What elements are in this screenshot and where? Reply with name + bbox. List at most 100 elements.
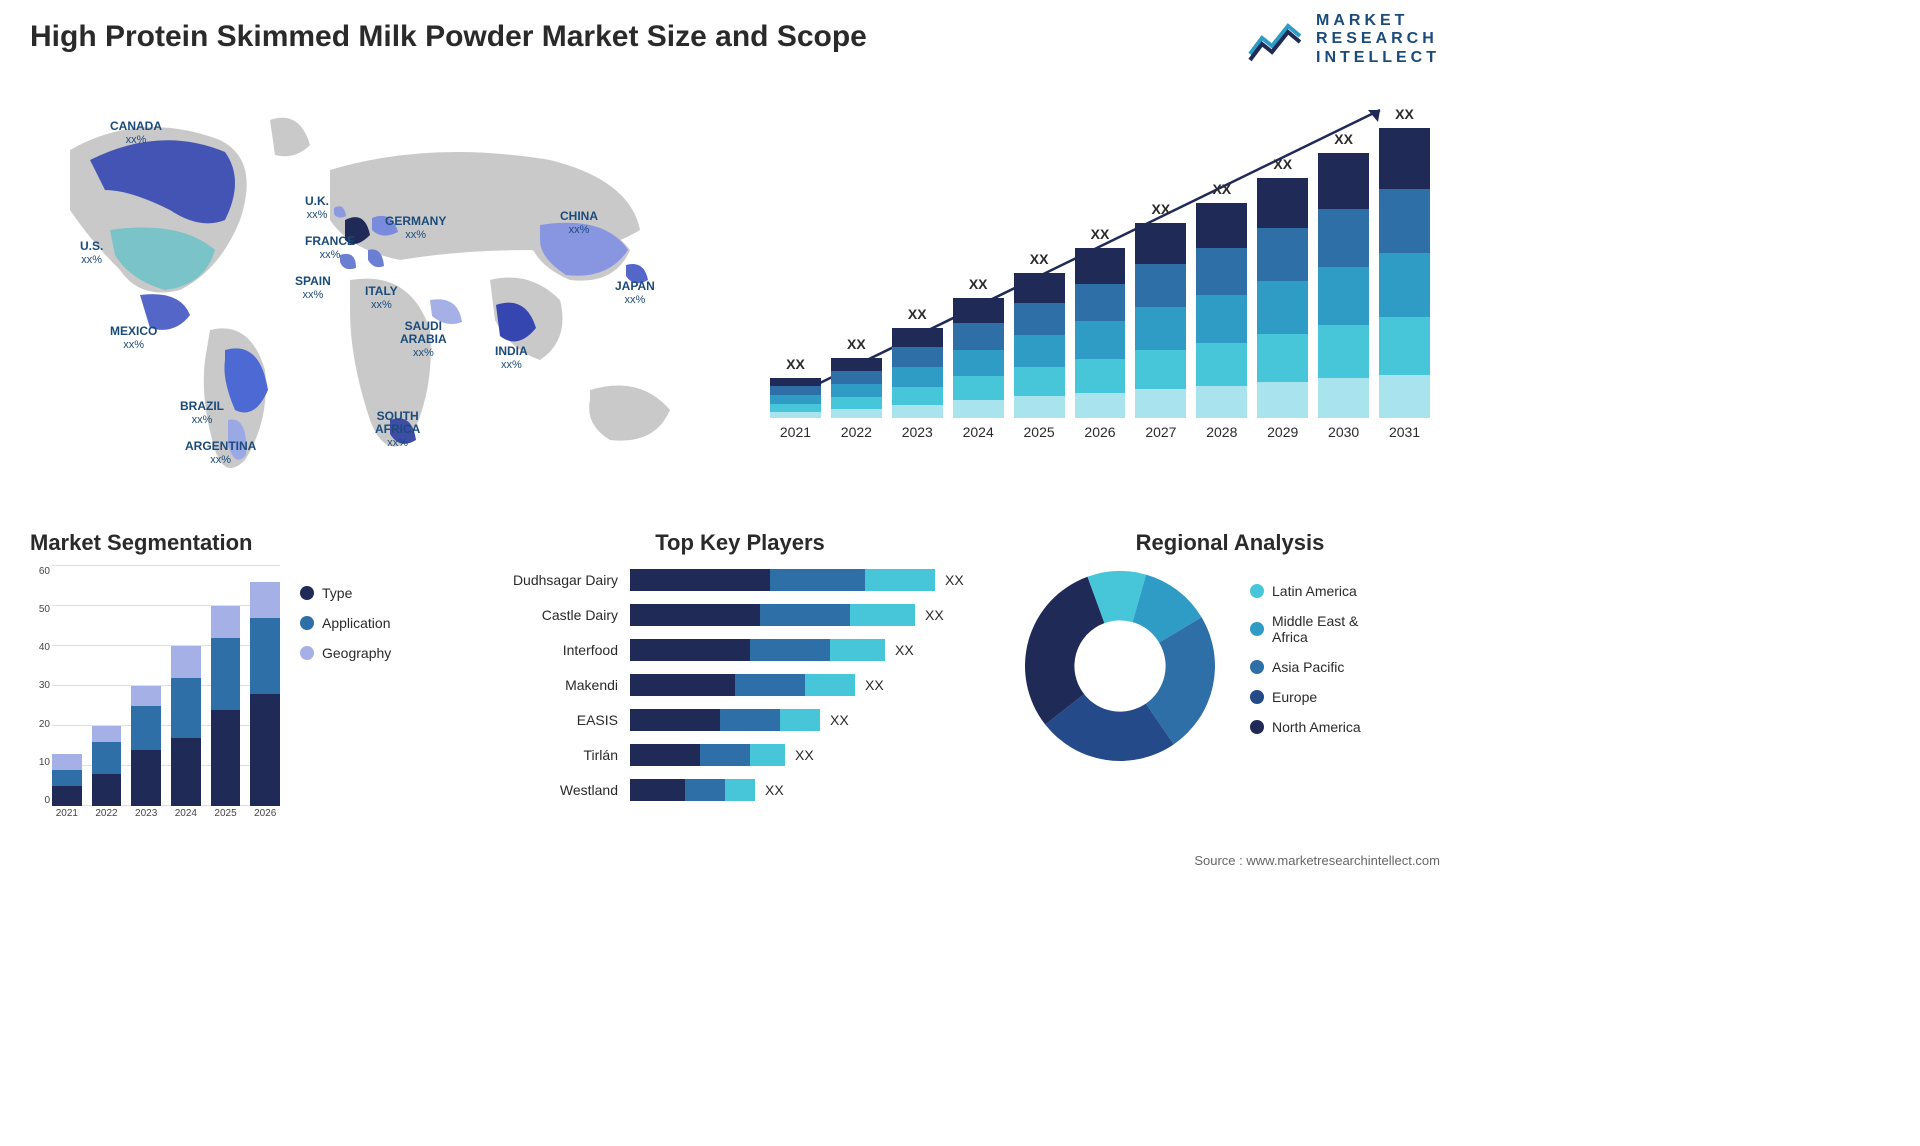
bar-segment [630,779,685,801]
key-players-title: Top Key Players [480,530,1000,556]
bar-segment [211,606,241,638]
player-row: MakendiXX [480,671,1000,699]
segmentation-panel: Market Segmentation 0102030405060 202120… [30,530,450,826]
x-axis-label: 2028 [1206,424,1237,440]
bar-segment [250,618,280,694]
x-axis-label: 2021 [780,424,811,440]
bar-segment [1318,267,1369,325]
bar-value-label: XX [1135,201,1186,217]
bar-segment [1135,350,1186,389]
bar-segment [750,744,785,766]
player-row: Dudhsagar DairyXX [480,566,1000,594]
segmentation-chart: 0102030405060 202120222023202420252026 [30,566,280,826]
map-label: U.K.xx% [305,195,329,221]
map-label: MEXICOxx% [110,325,157,351]
bar-segment [92,742,122,774]
player-name: EASIS [480,712,630,728]
legend-label: Asia Pacific [1272,659,1344,675]
map-label: CHINAxx% [560,210,598,236]
y-axis-tick: 20 [30,719,50,730]
x-axis-label: 2031 [1389,424,1420,440]
bar-segment [211,638,241,710]
bar-segment [1196,248,1247,295]
bar-segment [1135,264,1186,307]
legend-label: Geography [322,645,391,661]
bar-value-label: XX [770,356,821,372]
player-bar [630,744,785,766]
map-label: U.S.xx% [80,240,103,266]
bar-segment [1014,273,1065,303]
market-size-bar: XX2025 [1014,273,1065,440]
y-axis-tick: 40 [30,642,50,653]
bar-segment [131,750,161,806]
player-name: Westland [480,782,630,798]
segmentation-bar [52,754,82,806]
legend-item: Latin America [1250,583,1361,599]
bar-segment [52,770,82,786]
key-players-panel: Top Key Players Dudhsagar DairyXX Castle … [480,530,1000,811]
bar-segment [1014,396,1065,418]
market-size-chart: XX2021XX2022XX2023XX2024XX2025XX2026XX20… [760,90,1440,470]
bar-segment [1075,393,1126,419]
y-axis-tick: 30 [30,680,50,691]
bar-segment [630,604,760,626]
x-axis-label: 2024 [171,808,201,826]
bar-value-label: XX [1257,156,1308,172]
bar-value-label: XX [1196,181,1247,197]
bar-segment [831,409,882,418]
bar-segment [700,744,750,766]
player-bar [630,674,855,696]
bar-segment [892,347,943,367]
x-axis-label: 2025 [1024,424,1055,440]
bar-value-label: XX [953,276,1004,292]
player-bar [630,639,885,661]
bar-segment [735,674,805,696]
logo-mark-icon [1248,16,1308,64]
x-axis-label: 2026 [1084,424,1115,440]
bar-segment [830,639,885,661]
segmentation-legend: TypeApplicationGeography [300,585,391,675]
legend-item: North America [1250,719,1361,735]
brand-logo: MARKET RESEARCH INTELLECT [1248,12,1440,67]
bar-segment [131,686,161,706]
market-size-bar: XX2022 [831,358,882,440]
bar-segment [52,754,82,770]
player-value-label: XX [830,712,849,728]
bar-segment [720,709,780,731]
map-label: FRANCExx% [305,235,355,261]
player-value-label: XX [765,782,784,798]
bar-segment [892,405,943,419]
legend-swatch-icon [300,646,314,660]
x-axis-label: 2027 [1145,424,1176,440]
bar-segment [630,639,750,661]
bar-segment [1318,378,1369,418]
player-bar [630,569,935,591]
bar-segment [831,397,882,409]
player-value-label: XX [865,677,884,693]
bar-segment [892,328,943,347]
bar-segment [850,604,915,626]
bar-segment [92,774,122,806]
bar-value-label: XX [1379,106,1430,122]
bar-segment [171,738,201,806]
market-size-bar: XX2031 [1379,128,1430,440]
y-axis-tick: 50 [30,604,50,615]
logo-line3: INTELLECT [1316,49,1440,67]
player-row: TirlánXX [480,741,1000,769]
bar-value-label: XX [892,306,943,322]
market-size-bar: XX2029 [1257,178,1308,440]
x-axis-label: 2021 [52,808,82,826]
legend-item: Asia Pacific [1250,659,1361,675]
bar-value-label: XX [831,336,882,352]
y-axis-tick: 0 [30,795,50,806]
bar-segment [1318,153,1369,209]
x-axis-label: 2023 [131,808,161,826]
bar-segment [1257,228,1308,281]
player-row: Castle DairyXX [480,601,1000,629]
bar-segment [1014,367,1065,396]
map-label: SPAINxx% [295,275,331,301]
bar-segment [953,298,1004,323]
x-axis-label: 2026 [250,808,280,826]
x-axis-label: 2023 [902,424,933,440]
bar-segment [953,350,1004,376]
